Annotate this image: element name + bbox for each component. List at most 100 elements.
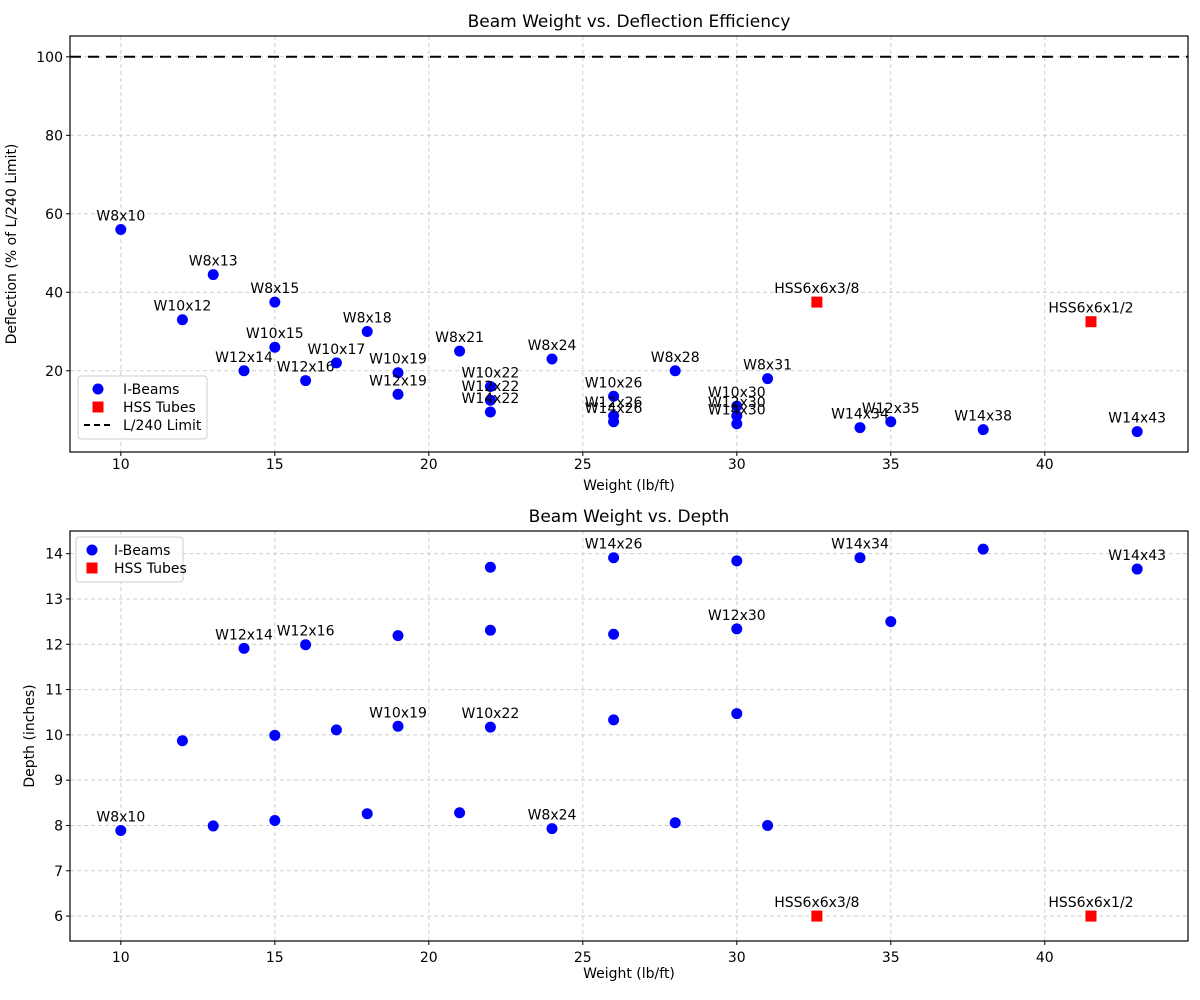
legend-item-i-beams: I-Beams — [86, 543, 170, 559]
x-tick-label: 15 — [266, 457, 284, 473]
data-point-w10x17 — [330, 724, 342, 736]
data-point-hss6x6x3-8 — [811, 296, 823, 308]
x-tick-label: 25 — [574, 457, 592, 473]
data-point-w12x16 — [300, 375, 312, 387]
data-point-w12x16 — [300, 639, 312, 651]
x-tick-label: 20 — [420, 950, 438, 966]
point-label: W12x30 — [708, 608, 766, 624]
point-label: W8x24 — [528, 338, 577, 354]
point-label: W14x34 — [831, 537, 889, 553]
data-point-w8x18 — [361, 808, 373, 820]
point-label: W8x28 — [651, 350, 700, 366]
legend-marker-circle — [92, 383, 104, 395]
y-axis-label: Depth (inches) — [22, 684, 38, 787]
point-label: W12x26 — [585, 395, 643, 411]
point-label: W10x26 — [585, 375, 643, 391]
data-point-w12x35 — [885, 416, 897, 428]
legend: I-Beams HSS Tubes L/240 Limit — [77, 375, 208, 440]
point-label: W14x30 — [708, 403, 766, 419]
data-point-w10x30 — [731, 708, 743, 720]
point-label: W10x19 — [369, 352, 427, 368]
data-point-w10x15 — [269, 341, 281, 353]
data-point-w10x26 — [608, 714, 620, 726]
legend-marker-square — [86, 562, 98, 574]
y-tick-label: 14 — [45, 547, 63, 563]
y-tick-label: 7 — [54, 864, 63, 880]
depth-chart: W8x10 W12x14 W12x16 W10x19 W10x22 W8x24 W14x26… — [22, 507, 1189, 982]
data-point-w14x30 — [731, 418, 743, 430]
point-label: W14x43 — [1108, 548, 1166, 564]
point-label: W10x22 — [462, 365, 520, 381]
point-label: W8x10 — [96, 809, 145, 825]
x-tick-label: 40 — [1036, 950, 1054, 966]
data-point-w8x28 — [669, 365, 681, 377]
point-label: W12x16 — [277, 360, 335, 376]
data-point-w10x22 — [484, 380, 496, 392]
x-tick-label: 25 — [574, 950, 592, 966]
data-point-w12x35 — [885, 616, 897, 628]
point-label: W10x22 — [462, 706, 520, 722]
point-label: HSS6x6x3/8 — [774, 895, 859, 911]
legend-label: L/240 Limit — [123, 418, 202, 434]
data-point-w10x12 — [176, 314, 188, 326]
data-point-w14x34 — [854, 552, 866, 564]
legend-label: I-Beams — [123, 382, 179, 398]
legend-item-hss-tubes: HSS Tubes — [86, 561, 187, 577]
legend-item-l-240-limit: L/240 Limit — [84, 418, 202, 434]
data-point-w8x10 — [115, 824, 127, 836]
data-point-w12x30 — [731, 410, 743, 422]
data-point-w14x38 — [977, 424, 989, 436]
data-point-w14x38 — [977, 543, 989, 555]
legend-label: HSS Tubes — [123, 400, 196, 416]
legend-item-hss-tubes: HSS Tubes — [92, 400, 196, 416]
data-point-w14x43 — [1131, 563, 1143, 575]
y-tick-label: 10 — [45, 728, 63, 744]
data-point-w8x31 — [762, 373, 774, 385]
data-point-w12x22 — [484, 624, 496, 636]
x-axis-label: Weight (lb/ft) — [583, 966, 675, 982]
point-label: W12x16 — [277, 624, 335, 640]
point-label: W14x22 — [462, 391, 520, 407]
y-tick-label: 6 — [54, 909, 63, 925]
data-point-w14x26 — [608, 552, 620, 564]
x-tick-label: 30 — [728, 950, 746, 966]
deflection-efficiency-chart: W8x10 W10x12 W8x13 W12x14 W8x15 W10x15 W12x16 W… — [4, 12, 1189, 494]
data-point-w14x43 — [1131, 426, 1143, 438]
legend-marker-circle — [86, 544, 98, 556]
data-point-w8x18 — [361, 326, 373, 338]
y-tick-label: 11 — [45, 683, 63, 699]
point-label: HSS6x6x1/2 — [1048, 895, 1133, 911]
data-point-w14x22 — [484, 561, 496, 573]
x-axis-label: Weight (lb/ft) — [583, 478, 675, 494]
y-tick-label: 40 — [45, 285, 63, 301]
data-point-w12x19 — [392, 388, 404, 400]
point-label: W10x30 — [708, 385, 766, 401]
point-label: W8x31 — [743, 358, 792, 374]
data-point-w10x17 — [330, 357, 342, 369]
data-point-w12x22 — [484, 394, 496, 406]
y-tick-label: 9 — [54, 773, 63, 789]
point-label: W10x15 — [246, 326, 304, 342]
data-point-w8x15 — [269, 814, 281, 826]
data-point-w8x21 — [454, 345, 466, 357]
point-label: W14x38 — [954, 409, 1012, 425]
point-label: W14x26 — [585, 401, 643, 417]
legend: I-Beams HSS Tubes — [75, 536, 187, 583]
data-point-w8x13 — [207, 820, 219, 832]
point-label: W8x21 — [435, 330, 484, 346]
point-label: W14x43 — [1108, 411, 1166, 427]
data-point-w14x22 — [484, 406, 496, 418]
data-point-w8x28 — [669, 817, 681, 829]
point-label: W10x17 — [308, 342, 366, 358]
point-label: W12x22 — [462, 379, 520, 395]
legend-box — [77, 375, 208, 440]
point-label: W8x15 — [250, 281, 299, 297]
chart-title: Beam Weight vs. Depth — [529, 507, 730, 527]
point-label: W10x19 — [369, 705, 427, 721]
data-point-w8x10 — [115, 223, 127, 235]
y-tick-label: 60 — [45, 207, 63, 223]
legend-box — [75, 536, 184, 583]
point-label: W12x14 — [215, 627, 273, 643]
y-tick-label: 12 — [45, 637, 63, 653]
